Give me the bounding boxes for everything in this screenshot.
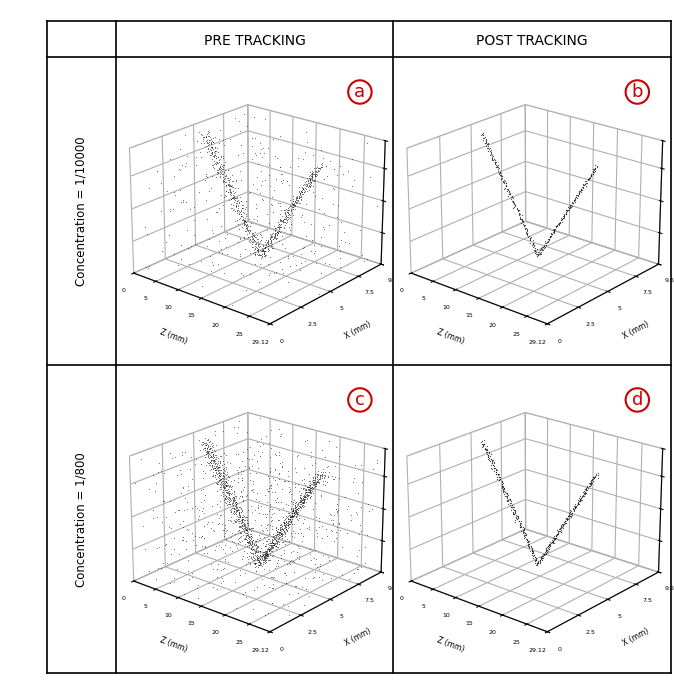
Text: d: d — [632, 391, 643, 409]
Text: PRE TRACKING: PRE TRACKING — [204, 34, 305, 48]
Text: b: b — [632, 83, 643, 101]
X-axis label: Z (mm): Z (mm) — [436, 328, 466, 346]
X-axis label: Z (mm): Z (mm) — [158, 636, 188, 654]
Text: c: c — [355, 391, 365, 409]
Text: Concentration = 1/800: Concentration = 1/800 — [75, 452, 88, 586]
Y-axis label: X (mm): X (mm) — [344, 627, 373, 648]
X-axis label: Z (mm): Z (mm) — [158, 328, 188, 346]
Y-axis label: X (mm): X (mm) — [621, 627, 650, 648]
X-axis label: Z (mm): Z (mm) — [436, 636, 466, 654]
Text: a: a — [355, 83, 365, 101]
Y-axis label: X (mm): X (mm) — [344, 319, 373, 340]
Text: Concentration = 1/10000: Concentration = 1/10000 — [75, 137, 88, 286]
Text: POST TRACKING: POST TRACKING — [476, 34, 588, 48]
Y-axis label: X (mm): X (mm) — [621, 319, 650, 340]
